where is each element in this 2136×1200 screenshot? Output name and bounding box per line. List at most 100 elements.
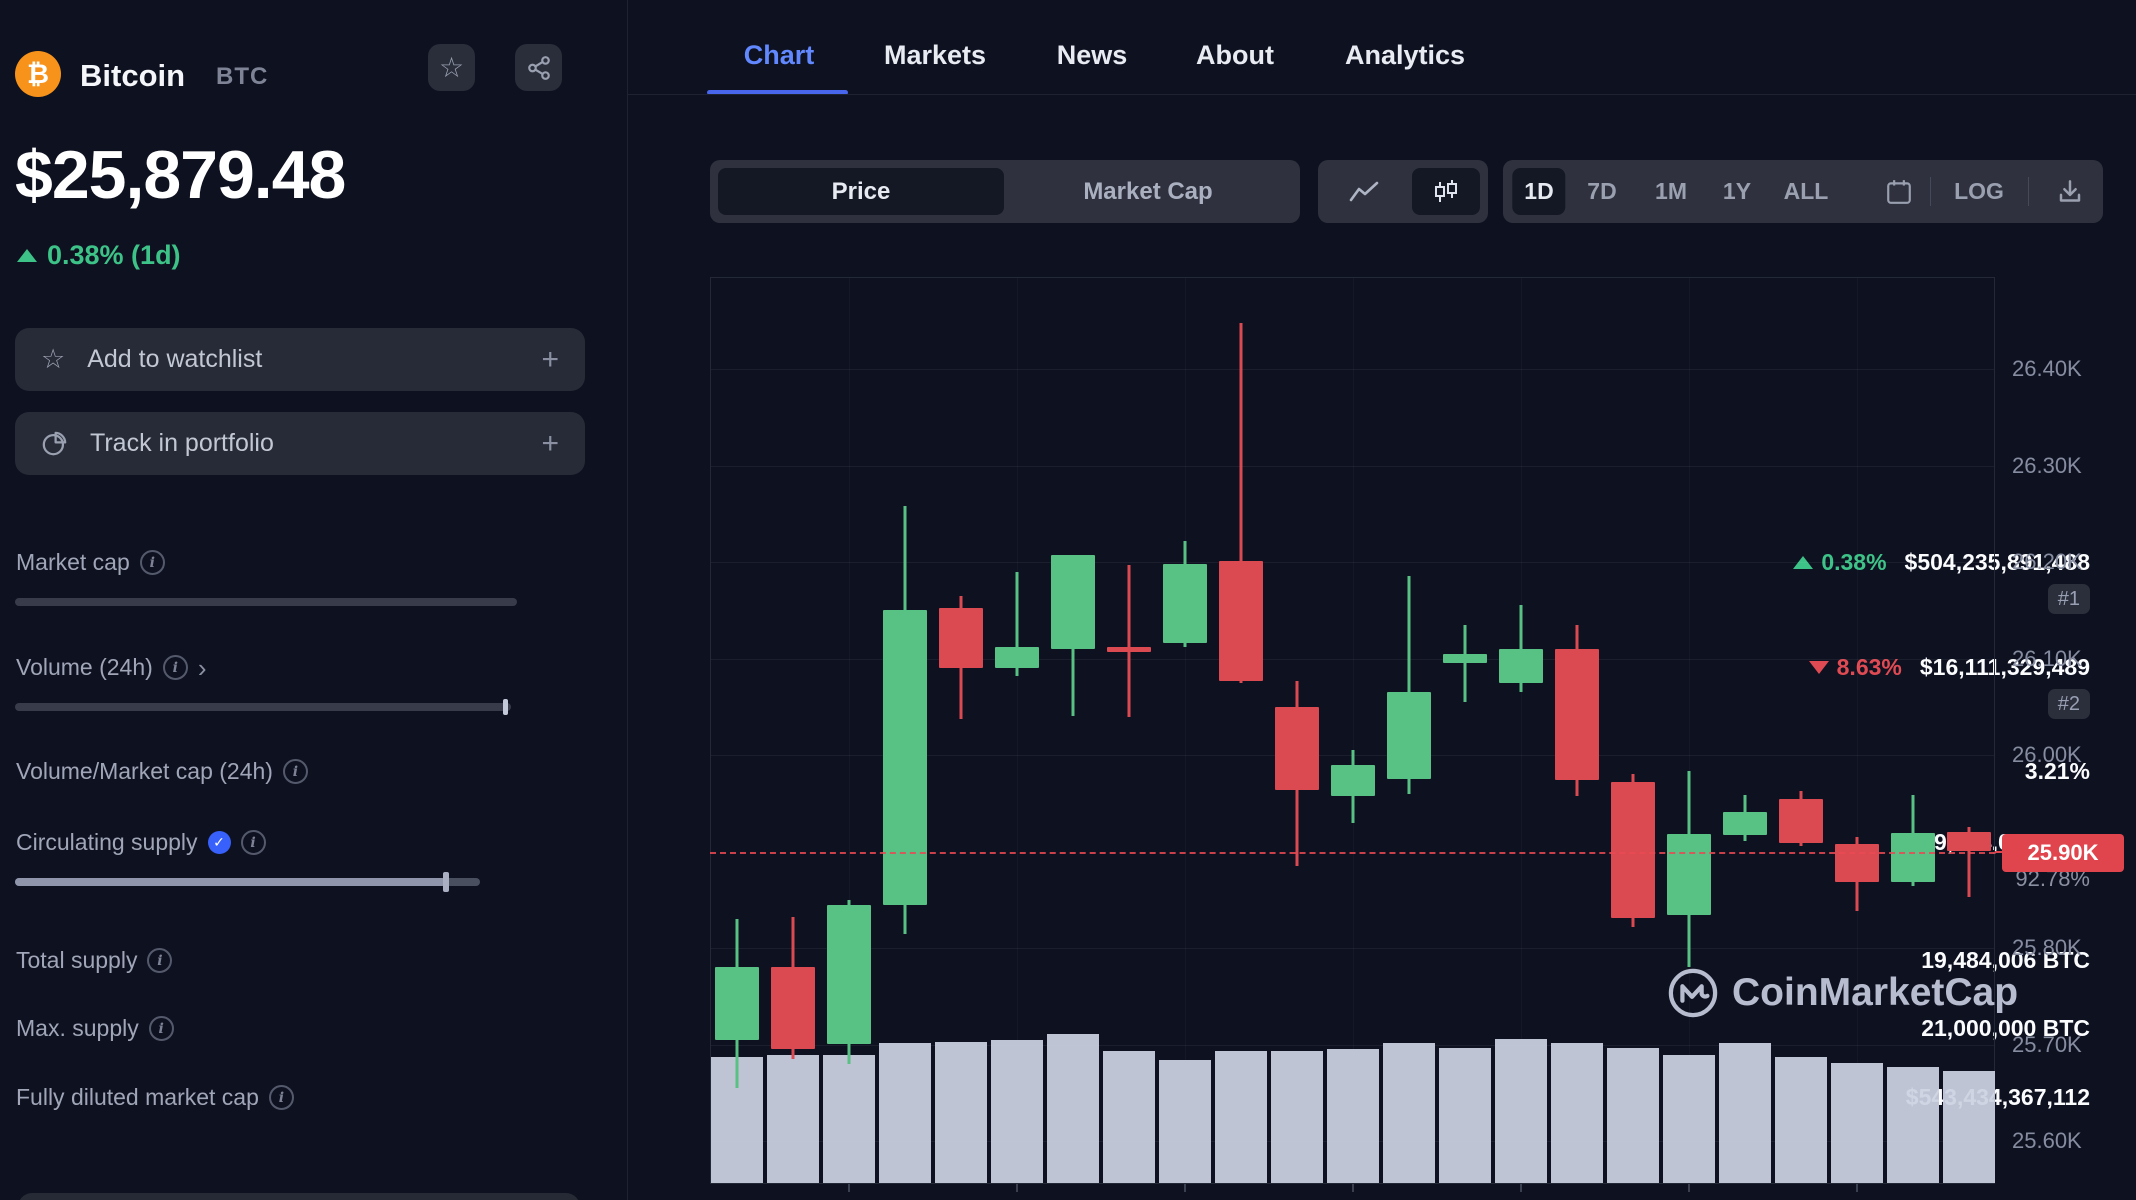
coin-name: Bitcoin: [80, 58, 186, 93]
line-chart-icon: [1349, 181, 1379, 201]
candle-wick: [1127, 564, 1131, 718]
candle: [1051, 555, 1095, 649]
volume-bar: [1719, 1043, 1771, 1183]
candlestick-chart-type-button[interactable]: [1412, 160, 1480, 223]
log-scale-button[interactable]: LOG: [1942, 168, 2016, 215]
stat-label-4: Circulating supply ✓ i: [16, 829, 266, 856]
tab-chart[interactable]: Chart: [743, 40, 815, 70]
y-axis-label: 25.80K: [2012, 935, 2082, 960]
x-axis-tick: [848, 1184, 850, 1192]
candle-wick: [1407, 576, 1411, 794]
info-icon[interactable]: i: [162, 655, 188, 680]
stat-change: 0.38%: [1793, 549, 1887, 576]
timeframe-7d-button[interactable]: 7D: [1587, 178, 1617, 204]
volume-bar: [991, 1040, 1043, 1183]
price-tag-tick: [1995, 851, 2003, 853]
x-axis-tick: [1856, 1184, 1858, 1192]
candle-wick: [1463, 624, 1467, 702]
volume-bar: [1887, 1067, 1939, 1183]
tab-markets[interactable]: Markets: [883, 40, 987, 70]
y-axis-label: 26.40K: [2012, 356, 2082, 381]
stat-value: 3.21%: [2024, 758, 2090, 784]
stat-right-1: 0.38% $504,235,891,488: [1793, 549, 2090, 576]
add-to-watchlist-button[interactable]: ☆ Add to watchlist +: [15, 328, 585, 391]
stat-right-6: 21,000,000 BTC: [1921, 1015, 2090, 1042]
calendar-button[interactable]: [1873, 168, 1925, 215]
timeframe-all-button[interactable]: ALL: [1783, 178, 1829, 204]
stat-value: $504,235,891,488: [1904, 549, 2090, 575]
volume-bar: [935, 1042, 987, 1183]
gridline-h: [711, 465, 1994, 467]
down-triangle-icon: [1808, 661, 1829, 674]
stat-value: $16,111,329,489: [1919, 654, 2090, 680]
x-axis-tick: [1520, 1184, 1522, 1192]
volume-bar: [1159, 1060, 1211, 1183]
log-label: LOG: [1954, 178, 2004, 204]
track-in-portfolio-button[interactable]: Track in portfolio +: [15, 412, 585, 475]
chart-plot-area[interactable]: [710, 277, 1995, 1184]
active-tab-underline: [707, 90, 848, 95]
volume-bar: [879, 1043, 931, 1183]
current-price: $25,879.48: [15, 137, 346, 213]
timeframe-1y-button[interactable]: 1Y: [1722, 178, 1752, 204]
candle: [1667, 834, 1711, 916]
info-icon[interactable]: i: [282, 759, 308, 784]
gridline-v: [1185, 278, 1186, 1183]
gridline-h: [711, 369, 1994, 370]
info-icon[interactable]: i: [268, 1085, 294, 1110]
download-icon: [2059, 180, 2081, 202]
candle-wick: [1967, 827, 1971, 897]
x-axis-label: 13: [1508, 1196, 1534, 1200]
timeframe-controls: 1D 7D 1M 1Y ALL LOG: [1503, 160, 2103, 223]
info-icon[interactable]: i: [147, 948, 173, 973]
gridline-h: [711, 658, 1994, 660]
add-to-watchlist-label: Add to watchlist: [87, 345, 263, 373]
timeframe-1d-button[interactable]: 1D: [1512, 168, 1566, 215]
tab-about[interactable]: About: [1196, 40, 1274, 70]
chevron-right-icon[interactable]: ›: [197, 652, 207, 683]
line-chart-type-button[interactable]: [1328, 160, 1400, 223]
supply-slider-thumb: [443, 872, 450, 892]
x-axis-label: 12:00 PM: [800, 1196, 898, 1200]
tab-analytics[interactable]: Analytics: [1344, 40, 1466, 70]
gridline-h: [711, 1044, 1994, 1046]
y-axis-label: 25.70K: [2012, 1031, 2082, 1057]
toggle-market-cap[interactable]: Market Cap: [1083, 177, 1213, 205]
gridline-v: [1857, 278, 1858, 1183]
current-price-tag: 25.90K: [2002, 834, 2124, 873]
toggle-price[interactable]: Price: [831, 177, 891, 205]
candle: [995, 646, 1039, 669]
candle: [1275, 706, 1319, 790]
info-icon[interactable]: i: [148, 1016, 174, 1041]
up-triangle-icon: [1793, 556, 1814, 569]
volume-bar: [1943, 1071, 1995, 1183]
calendar-icon: [1887, 179, 1911, 204]
y-axis-label: 26.10K: [2012, 645, 2082, 671]
tabs-bottom-border: [628, 94, 2136, 95]
stat-label-6: Max. supply i: [16, 1015, 174, 1042]
stat-value: 19,484,006 BTC: [1921, 947, 2090, 973]
candle: [883, 610, 927, 905]
tab-news[interactable]: News: [1056, 40, 1128, 70]
stat-change: 8.63%: [1808, 654, 1902, 681]
info-icon[interactable]: i: [240, 830, 266, 855]
volume-bar: [823, 1055, 875, 1183]
watchlist-star-button[interactable]: ☆: [428, 44, 475, 91]
candle: [771, 967, 815, 1050]
divider: [2028, 177, 2029, 206]
rank-badge[interactable]: #1: [2047, 584, 2090, 614]
rank-badge[interactable]: #2: [2047, 689, 2090, 719]
candle-wick: [1239, 322, 1243, 683]
info-icon[interactable]: i: [139, 550, 165, 575]
gridline-h: [711, 562, 1994, 563]
timeframe-1m-button[interactable]: 1M: [1655, 178, 1687, 204]
y-axis-label: 26.30K: [2012, 452, 2082, 478]
y-axis-label: 26.20K: [2012, 549, 2082, 574]
active-segment: [718, 168, 1004, 215]
download-chart-button[interactable]: [2045, 168, 2096, 215]
share-button[interactable]: [515, 44, 562, 91]
x-axis-tick: [1352, 1184, 1354, 1192]
coinmarketcap-logo-icon: [1668, 968, 1718, 1018]
gridline-v: [1689, 278, 1690, 1183]
share-icon: [527, 55, 550, 80]
